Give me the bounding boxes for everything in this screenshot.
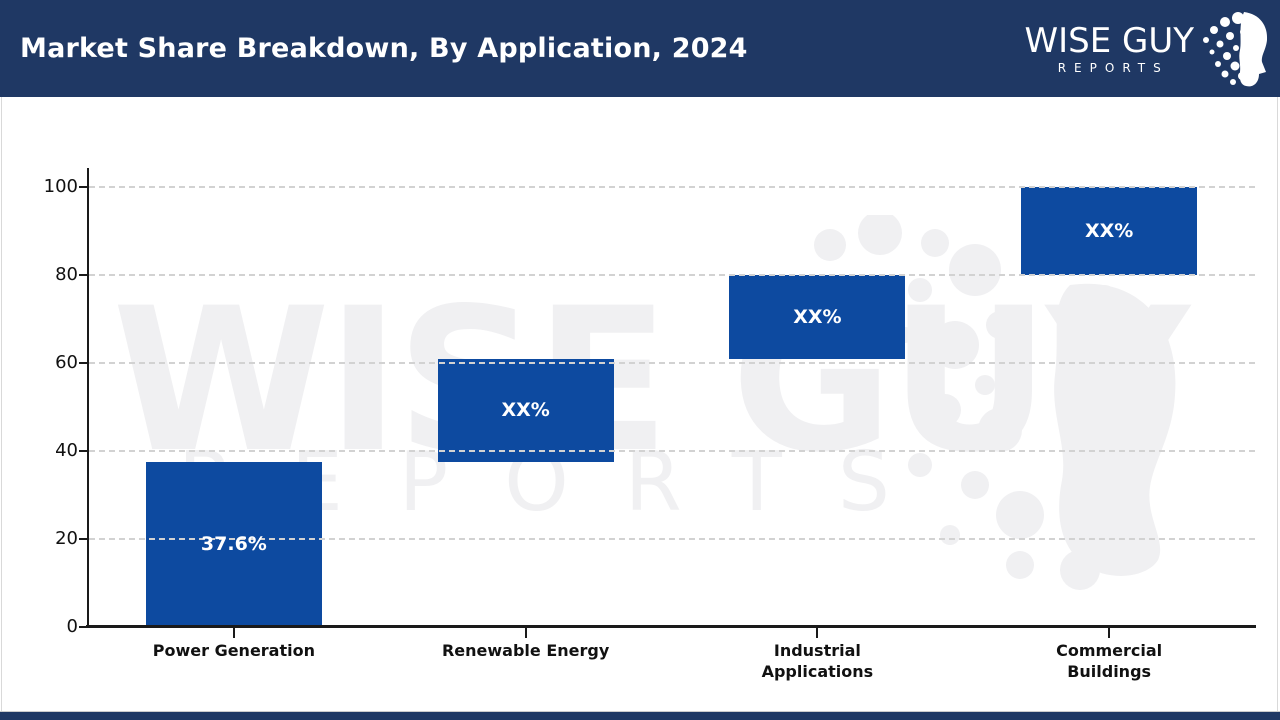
- x-axis-label-line: Renewable Energy: [441, 641, 610, 660]
- gridline-20: [89, 538, 1255, 540]
- brand-logo-face-icon: [1203, 11, 1268, 86]
- bar-industrial-applications: [729, 275, 906, 359]
- brand-logo-wiseguy: WISE GUY: [1024, 20, 1194, 61]
- bar-value-label: XX%: [1084, 220, 1134, 242]
- footer-bar: [0, 711, 1280, 720]
- y-axis-line: [87, 168, 89, 627]
- gridline-80: [89, 274, 1255, 276]
- y-tick-mark-80: [79, 274, 88, 276]
- y-tick-mark-60: [79, 362, 88, 364]
- x-axis-label-line: Commercial: [1056, 641, 1163, 660]
- bar-power-generation: [145, 461, 322, 627]
- x-axis-label-4: Commercial Buildings: [989, 640, 1229, 682]
- x-axis-label-line: Buildings: [1067, 662, 1152, 681]
- brand-logo-text: WISE GUY REPORTS: [1024, 24, 1194, 74]
- x-axis-label-2: Renewable Energy: [406, 640, 646, 661]
- y-tick-label-20: 20: [55, 528, 78, 549]
- gridline-40: [89, 450, 1255, 452]
- y-tick-label-60: 60: [55, 352, 78, 373]
- x-axis-label-line: Industrial: [773, 641, 861, 660]
- y-tick-label-100: 100: [43, 176, 78, 197]
- y-tick-mark-20: [79, 538, 88, 540]
- y-tick-mark-100: [79, 186, 88, 188]
- gridline-60: [89, 362, 1255, 364]
- x-axis-label-line: Applications: [761, 662, 874, 681]
- x-axis-line: [86, 625, 1256, 628]
- x-axis-label-1: Power Generation: [114, 640, 354, 661]
- y-tick-mark-40: [79, 450, 88, 452]
- x-axis-label-3: Industrial Applications: [697, 640, 937, 682]
- y-tick-label-80: 80: [55, 264, 78, 285]
- page-title: Market Share Breakdown, By Application, …: [20, 33, 748, 64]
- bar-value-label: XX%: [793, 305, 842, 328]
- header-bar: Market Share Breakdown, By Application, …: [0, 0, 1280, 97]
- x-tick-mark: [816, 628, 819, 638]
- x-tick-mark: [232, 628, 235, 638]
- left-frame-border: [1, 97, 2, 711]
- x-tick-mark: [524, 628, 527, 638]
- bar-renewable-energy: [437, 358, 614, 462]
- brand-logo: WISE GUY REPORTS: [1024, 0, 1270, 97]
- y-tick-mark-0: [79, 626, 88, 628]
- bar-value-label: 37.6%: [200, 533, 267, 556]
- brand-logo-reports: REPORTS: [1057, 60, 1169, 75]
- right-frame-border: [1277, 97, 1278, 711]
- y-tick-label-40: 40: [55, 440, 78, 461]
- bar-commercial-buildings: [1021, 187, 1198, 275]
- x-axis-label-line: Power Generation: [152, 641, 315, 660]
- x-tick-mark: [1108, 628, 1111, 638]
- y-tick-label-0: 0: [66, 616, 78, 637]
- bar-value-label: XX%: [501, 399, 550, 422]
- gridline-100: [89, 186, 1255, 188]
